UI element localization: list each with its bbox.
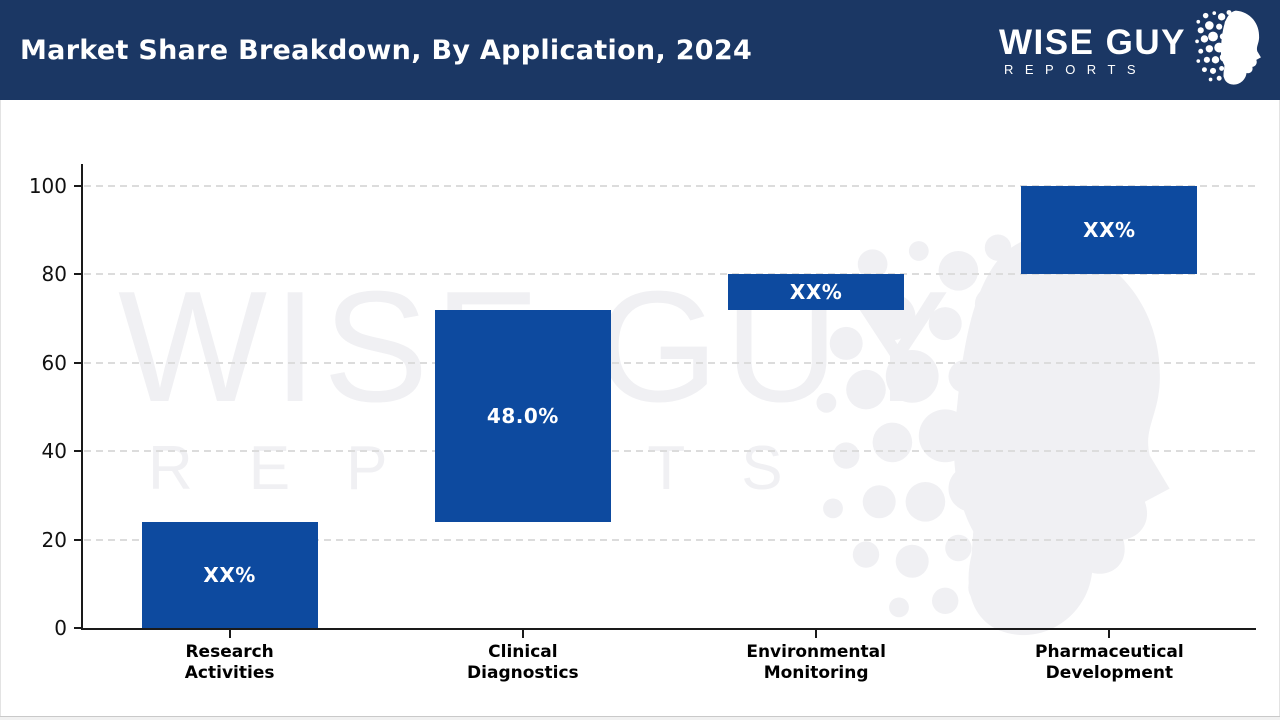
gridline-80	[84, 273, 1256, 276]
gridline-20	[84, 538, 1256, 541]
x-axis-line	[81, 628, 1256, 630]
y-tick-60	[74, 361, 82, 364]
y-tick-80	[74, 273, 82, 276]
x-category-label: Pharmaceutical Development	[1035, 642, 1184, 683]
y-tick-label-20: 20	[41, 527, 67, 552]
chart-area: WISE GUY REPORTS 020406080100XX%Research…	[0, 100, 1280, 720]
page-title: Market Share Breakdown, By Application, …	[20, 34, 753, 66]
gridline-40	[84, 450, 1256, 453]
bar-3: XX%	[728, 274, 905, 310]
x-category-label: Research Activities	[184, 642, 275, 683]
y-tick-label-0: 0	[54, 616, 67, 640]
page-left-border	[0, 100, 1, 716]
gridline-60	[84, 361, 1256, 364]
y-axis-line	[81, 164, 83, 630]
y-tick-label-80: 80	[41, 262, 67, 287]
y-tick-40	[74, 450, 82, 453]
logo-text: WISE GUY REPORTS	[999, 25, 1186, 76]
bar-value-label: 48.0%	[486, 403, 559, 428]
logo-wordmark: WISE GUY	[998, 22, 1186, 62]
y-tick-0	[74, 627, 82, 629]
logo-face-icon	[1195, 10, 1261, 85]
y-tick-100	[74, 185, 82, 187]
bar-value-label: XX%	[789, 280, 843, 305]
bar-value-label: XX%	[203, 562, 256, 587]
header: Market Share Breakdown, By Application, …	[0, 0, 1280, 100]
y-tick-20	[74, 538, 82, 541]
x-tick-4	[1108, 630, 1111, 638]
brand-logo: WISE GUY REPORTS	[999, 7, 1266, 93]
y-tick-label-60: 60	[41, 350, 67, 375]
x-tick-3	[815, 630, 818, 638]
bar-value-label: XX%	[1083, 218, 1136, 243]
x-tick-2	[521, 630, 524, 638]
x-category-label: Environmental Monitoring	[746, 642, 886, 683]
page-bottom-border	[0, 716, 1280, 717]
bar-2: 48.0%	[434, 309, 611, 522]
page-bottom-strip	[0, 717, 1280, 720]
y-tick-label-100: 100	[28, 174, 67, 198]
logo-subtitle: REPORTS	[1003, 61, 1148, 77]
bar-4: XX%	[1021, 186, 1198, 275]
gridline-100	[84, 185, 1256, 187]
y-tick-label-40: 40	[41, 439, 67, 464]
x-category-label: Clinical Diagnostics	[467, 642, 579, 683]
bar-1: XX%	[141, 521, 318, 628]
x-tick-1	[228, 630, 231, 638]
